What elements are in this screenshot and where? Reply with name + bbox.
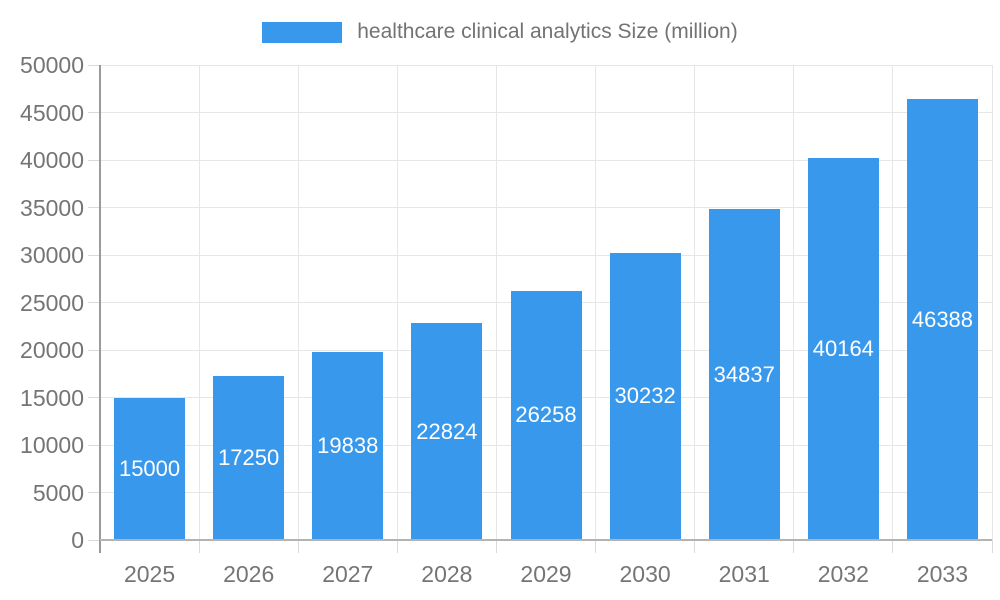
bar-value-label: 26258 xyxy=(515,402,577,428)
gridline-v xyxy=(694,65,696,540)
x-axis-tick xyxy=(495,540,497,553)
y-axis-tick xyxy=(88,444,100,446)
gridline-v xyxy=(495,65,497,540)
y-axis-label: 25000 xyxy=(20,289,84,316)
x-axis-tick xyxy=(396,540,398,553)
y-axis-label: 40000 xyxy=(20,147,84,173)
y-axis-label: 20000 xyxy=(20,337,84,363)
x-axis-tick xyxy=(892,540,894,553)
x-axis-label: 2025 xyxy=(123,561,176,587)
gridline-h xyxy=(100,254,992,256)
y-axis-tick xyxy=(88,254,100,256)
y-axis-label: 5000 xyxy=(32,479,84,506)
x-axis-label: 2026 xyxy=(223,561,275,587)
y-axis-label: 45000 xyxy=(20,99,84,126)
x-axis-label: 2028 xyxy=(421,561,473,587)
x-axis-tick xyxy=(991,540,993,553)
x-axis-label: 2032 xyxy=(817,561,869,587)
bar-value-label: 19838 xyxy=(317,432,379,458)
y-axis-tick xyxy=(88,302,100,303)
y-axis-tick xyxy=(88,207,100,208)
x-axis-tick xyxy=(198,540,200,553)
x-axis-label: 2027 xyxy=(322,561,374,587)
y-axis-tick xyxy=(88,64,100,66)
bar-value-label: 40164 xyxy=(812,336,874,362)
gridline-h xyxy=(100,159,992,161)
x-axis-label: 2033 xyxy=(916,561,969,587)
y-axis-tick xyxy=(88,492,100,493)
x-axis-label: 2029 xyxy=(520,561,572,587)
x-axis-label: 2031 xyxy=(718,561,770,587)
gridline-v xyxy=(198,65,200,540)
bar-value-label: 15000 xyxy=(118,455,181,481)
x-axis-tick xyxy=(694,540,696,553)
bar[interactable] xyxy=(114,397,186,540)
y-axis-tick xyxy=(88,397,100,398)
bar[interactable] xyxy=(312,351,384,540)
y-axis-tick xyxy=(88,159,100,161)
gridline-v xyxy=(793,65,795,540)
y-axis-tick xyxy=(88,349,100,351)
bar-value-label: 46388 xyxy=(911,306,974,332)
bar-value-label: 17250 xyxy=(218,445,280,471)
y-axis-tick xyxy=(88,112,100,113)
x-axis-line xyxy=(100,539,992,541)
legend-label[interactable]: healthcare clinical analytics Size (mill… xyxy=(357,20,738,43)
bar-value-label: 22824 xyxy=(416,418,478,444)
y-axis-label: 10000 xyxy=(20,432,84,458)
x-axis-tick xyxy=(793,540,795,553)
y-axis-label: 35000 xyxy=(20,194,84,221)
bar[interactable] xyxy=(906,99,978,540)
y-axis-label: 50000 xyxy=(20,52,84,78)
y-axis-label: 15000 xyxy=(20,384,84,411)
bar[interactable] xyxy=(708,209,780,540)
gridline-v xyxy=(991,65,993,540)
gridline-v xyxy=(892,65,894,540)
bar[interactable] xyxy=(510,290,582,540)
x-axis-tick xyxy=(595,540,597,553)
x-axis-label: 2030 xyxy=(619,561,671,587)
y-axis-label: 0 xyxy=(71,527,84,553)
bar[interactable] xyxy=(411,323,483,540)
bar-value-label: 34837 xyxy=(713,361,775,387)
gridline-h xyxy=(100,112,992,113)
bar[interactable] xyxy=(807,158,879,540)
y-axis-line xyxy=(99,65,101,553)
x-axis-tick xyxy=(297,540,299,553)
y-axis-label: 30000 xyxy=(20,242,84,268)
gridline-v xyxy=(396,65,398,540)
gridline-v xyxy=(595,65,597,540)
chart-legend: healthcare clinical analytics Size (mill… xyxy=(0,14,1000,50)
gridline-h xyxy=(100,207,992,208)
y-axis-tick xyxy=(88,539,100,541)
bar[interactable] xyxy=(609,252,681,540)
gridline-v xyxy=(297,65,299,540)
legend-swatch[interactable] xyxy=(262,21,343,43)
bar[interactable] xyxy=(213,376,285,540)
bar-value-label: 30232 xyxy=(614,383,676,409)
gridline-h xyxy=(100,64,992,66)
